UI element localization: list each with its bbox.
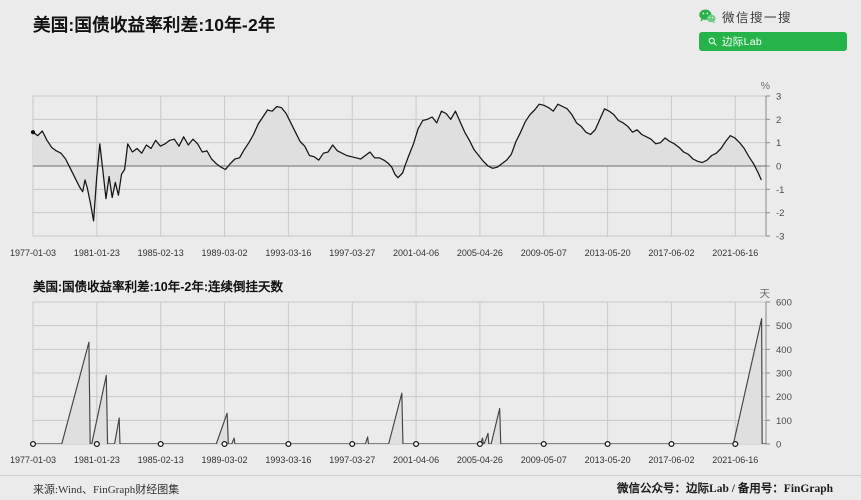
baseline-marker <box>349 440 356 448</box>
x-tick-label: 2009-05-07 <box>521 455 567 465</box>
x-tick-label: 2005-04-26 <box>457 248 503 258</box>
baseline-marker <box>413 440 420 448</box>
y-tick-label: 2 <box>776 115 781 126</box>
y-tick-label: 300 <box>776 369 792 380</box>
y-tick-label: 600 <box>776 298 792 309</box>
y-tick-label: 200 <box>776 392 792 403</box>
x-tick-label: 1985-02-13 <box>138 248 184 258</box>
x-tick-label: 1977-01-03 <box>10 248 56 258</box>
x-tick-label: 1989-03-02 <box>202 455 248 465</box>
x-tick-label: 2009-05-07 <box>521 248 567 258</box>
baseline-marker <box>285 440 292 448</box>
x-tick-label: 1997-03-27 <box>329 455 375 465</box>
x-tick-label: 2017-06-02 <box>648 455 694 465</box>
inversion-days-area <box>33 318 766 444</box>
baseline-marker <box>29 440 37 448</box>
wechat-search-button[interactable]: 边际Lab <box>699 32 847 51</box>
spread-line <box>33 103 762 222</box>
spread-chart-unit: % <box>760 80 770 92</box>
inversion-days-chart-unit: 天 <box>759 288 771 300</box>
y-tick-label: 0 <box>776 162 781 173</box>
y-tick-label: 500 <box>776 321 792 332</box>
baseline-marker <box>732 440 739 448</box>
x-tick-label: 1977-01-03 <box>10 455 56 465</box>
x-tick-label: 1993-03-16 <box>265 455 311 465</box>
y-tick-label: 1 <box>776 138 781 149</box>
x-tick-label: 2021-06-16 <box>712 248 758 258</box>
y-tick-label: 3 <box>776 92 781 103</box>
wechat-search-button-label: 边际Lab <box>722 36 763 48</box>
inversion-days-chart: 美国:国债收益率利差:10年-2年:连续倒挂天数 天 0 100 200 300 400… <box>0 272 861 472</box>
x-tick-label: 1993-03-16 <box>265 248 311 258</box>
baseline-marker <box>476 440 483 448</box>
y-tick-label: 100 <box>776 416 792 427</box>
y-tick-label: -3 <box>776 232 784 243</box>
x-tick-label: 1989-03-02 <box>202 248 248 258</box>
baseline-marker <box>540 440 547 448</box>
x-tick-label: 2017-06-02 <box>648 248 694 258</box>
wechat-search-label: 微信搜一搜 <box>722 11 793 25</box>
baseline-marker <box>604 440 611 448</box>
baseline-marker <box>668 440 675 448</box>
spread-chart-plot: 3 2 1 0 -1 -2 -3 1977-01-03 1981-01-23 1985-02-13… <box>10 92 784 259</box>
baseline-marker <box>93 440 100 448</box>
x-tick-label: 2001-04-06 <box>393 455 439 465</box>
wechat-search-widget: 微信搜一搜 边际Lab <box>699 7 847 51</box>
inversion-days-line <box>33 317 766 444</box>
x-tick-label: 2013-05-20 <box>585 248 631 258</box>
x-tick-label: 2013-05-20 <box>585 455 631 465</box>
spread-area <box>33 104 762 221</box>
wechat-logo-icon <box>699 9 716 24</box>
inversion-days-chart-title: 美国:国债收益率利差:10年-2年:连续倒挂天数 <box>33 280 284 294</box>
x-tick-label: 2001-04-06 <box>393 248 439 258</box>
x-tick-label: 1981-01-23 <box>74 455 120 465</box>
inversion-days-chart-plot: 0 100 200 300 400 500 600 1977-01-03 1981-01-23 1… <box>10 298 792 466</box>
spread-chart: % 3 2 1 0 -1 -2 -3 1977-01-03 1981-01-23 1985-02-… <box>0 78 861 263</box>
x-tick-label: 2005-04-26 <box>457 455 503 465</box>
footer: 来源:Wind、FinGraph财经图集 微信公众号：边际Lab / 备用号：F… <box>0 475 861 500</box>
search-icon <box>708 37 717 46</box>
x-tick-label: 1981-01-23 <box>74 248 120 258</box>
series-start-marker <box>30 130 36 135</box>
footer-account: 微信公众号：边际Lab / 备用号：FinGraph <box>617 483 833 495</box>
page-title: 美国:国债收益率利差:10年-2年 <box>33 15 276 35</box>
y-tick-label: 400 <box>776 345 792 356</box>
y-tick-label: 0 <box>776 440 781 451</box>
baseline-marker <box>221 440 228 448</box>
baseline-marker <box>157 440 164 448</box>
x-tick-label: 1985-02-13 <box>138 455 184 465</box>
y-tick-label: -2 <box>776 208 784 219</box>
x-tick-label: 1997-03-27 <box>329 248 375 258</box>
footer-source: 来源:Wind、FinGraph财经图集 <box>33 484 180 496</box>
x-tick-label: 2021-06-16 <box>712 455 758 465</box>
y-tick-label: -1 <box>776 185 784 196</box>
